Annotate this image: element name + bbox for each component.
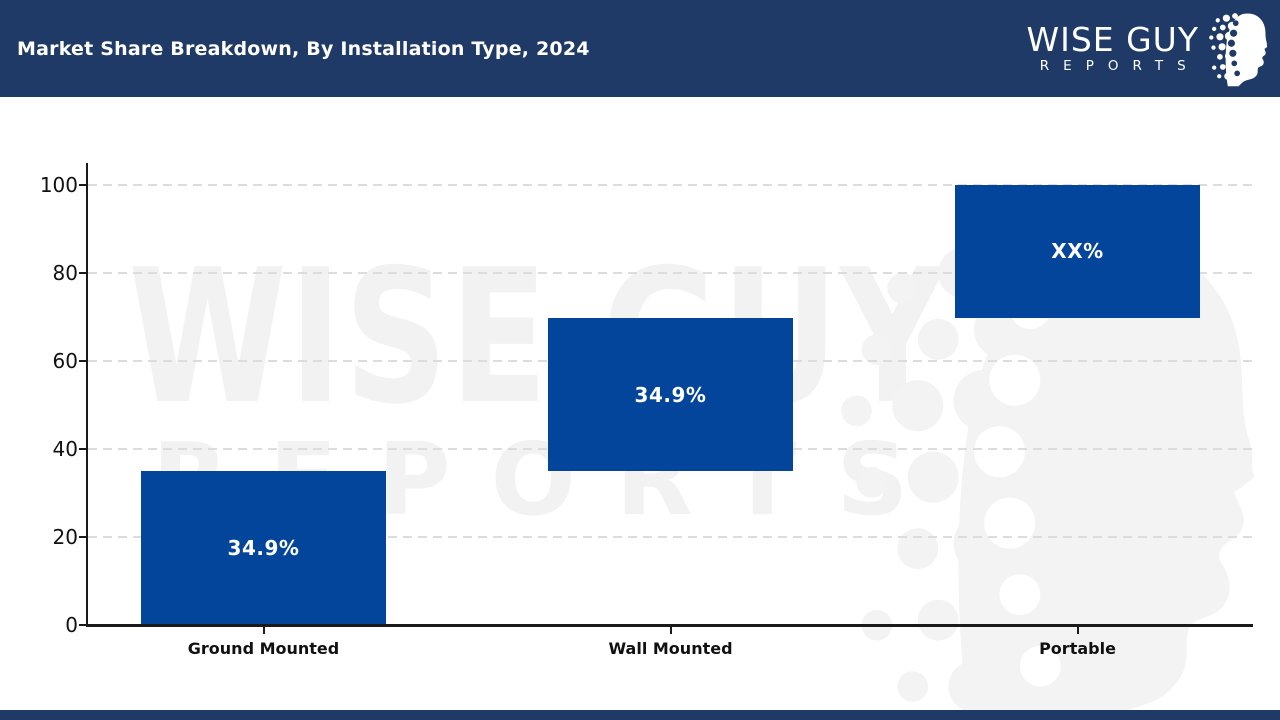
- x-axis-line: [86, 624, 1253, 627]
- x-category-label-portable: Portable: [1039, 639, 1116, 658]
- x-category-label-wall-mounted: Wall Mounted: [608, 639, 733, 658]
- bar-label-portable: XX%: [1051, 239, 1104, 264]
- gridline-20: [88, 536, 1252, 538]
- logo-wise-guy-text: WISE GUY: [1026, 19, 1199, 59]
- x-tick-wall-mounted: [669, 627, 672, 634]
- bar-label-wall-mounted: 34.9%: [634, 382, 707, 407]
- gridline-100: [88, 184, 1252, 186]
- x-tick-ground-mounted: [262, 627, 265, 634]
- bar-label-ground-mounted: 34.9%: [227, 536, 300, 561]
- footer-bar: [0, 710, 1280, 720]
- y-tick-label-0: 0: [65, 613, 78, 637]
- logo-text: WISE GUY REPORTS: [1026, 19, 1199, 74]
- bar-wall-mounted: [548, 317, 793, 472]
- y-tick-label-20: 20: [52, 525, 78, 549]
- logo-head-icon: [1209, 12, 1268, 86]
- x-tick-portable: [1076, 627, 1079, 634]
- x-category-label-ground-mounted: Ground Mounted: [187, 639, 340, 658]
- header-bar: Market Share Breakdown, By Installation …: [0, 0, 1280, 97]
- bar-ground-mounted: [141, 471, 386, 625]
- y-tick-80: [79, 272, 87, 274]
- y-tick-label-60: 60: [52, 349, 78, 373]
- y-tick-100: [79, 184, 87, 186]
- y-tick-20: [79, 536, 87, 538]
- y-tick-60: [79, 360, 87, 362]
- y-tick-label-40: 40: [52, 437, 78, 461]
- y-tick-0: [79, 624, 87, 626]
- bar-portable: [955, 185, 1200, 318]
- y-axis-line: [86, 163, 88, 626]
- gridline-80: [88, 272, 1252, 274]
- y-tick-label-100: 100: [39, 173, 78, 197]
- logo-reports-text: REPORTS: [1039, 58, 1200, 75]
- chart-title: Market Share Breakdown, By Installation …: [17, 37, 590, 60]
- y-tick-40: [79, 448, 87, 450]
- y-tick-label-80: 80: [52, 261, 78, 285]
- wiseguy-logo: WISE GUY REPORTS: [1026, 11, 1268, 87]
